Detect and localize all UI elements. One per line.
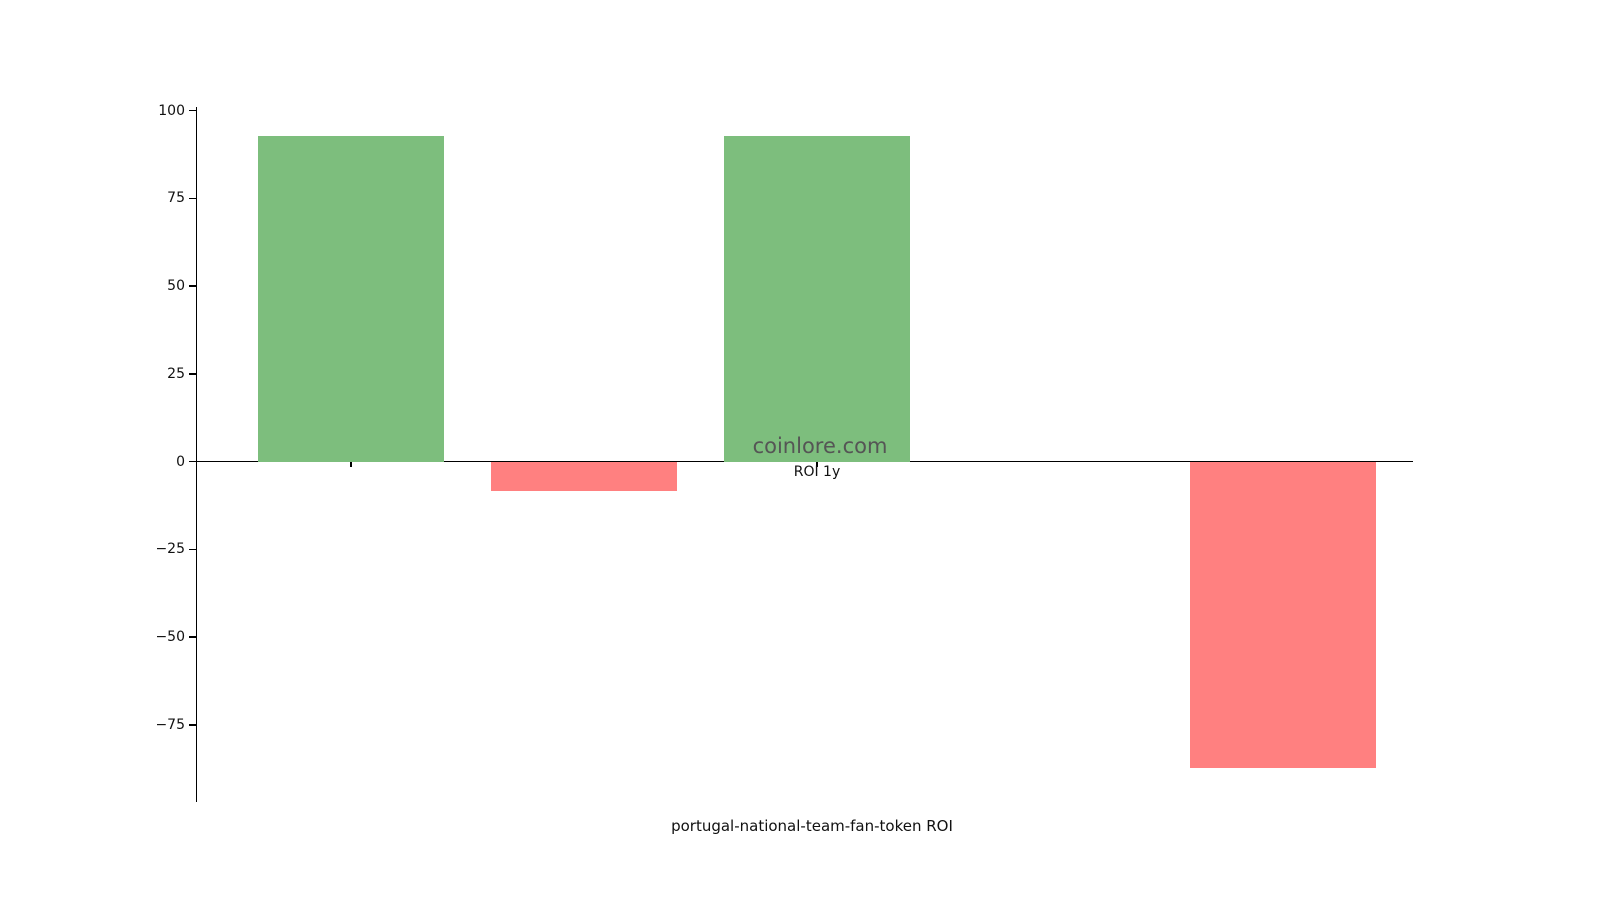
x-tick-label: ROI 1y (793, 463, 841, 480)
y-tick-label: 100 (158, 102, 185, 119)
x-tick-mark (350, 462, 352, 468)
y-tick-label: 25 (167, 365, 185, 382)
chart-title: portugal-national-team-fan-token ROI (671, 817, 953, 835)
watermark: coinlore.com (752, 433, 888, 458)
y-tick-label: 0 (176, 453, 185, 470)
bar-2 (724, 136, 910, 462)
y-tick-label: 75 (167, 190, 185, 207)
y-tick-mark (189, 285, 196, 287)
y-tick-mark (189, 197, 196, 199)
y-tick-label: 50 (167, 278, 185, 294)
y-tick-label: −75 (155, 716, 185, 733)
bar-0 (258, 136, 444, 462)
y-tick-mark (189, 548, 196, 551)
y-tick-label: −50 (155, 629, 185, 646)
x-axis-zero-line (197, 460, 1413, 463)
x-tick-mark (816, 462, 818, 468)
bar-4 (1190, 462, 1376, 768)
y-axis-spine (195, 107, 197, 802)
y-tick-mark (189, 636, 196, 638)
y-tick-label: −25 (155, 541, 185, 558)
y-tick-mark (189, 109, 196, 112)
bar-1 (491, 462, 677, 492)
y-tick-mark (189, 724, 196, 726)
y-tick-mark (189, 460, 196, 463)
y-tick-mark (189, 373, 196, 375)
